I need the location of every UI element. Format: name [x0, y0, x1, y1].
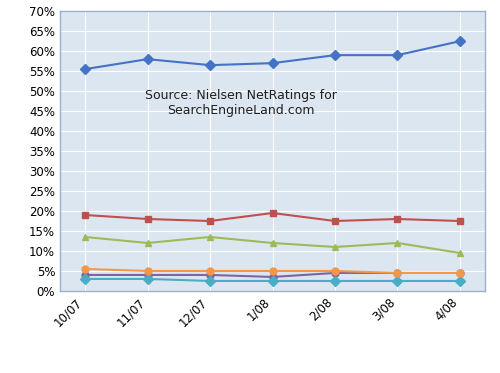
- Microsoft: [144, 241, 150, 245]
- Others: [332, 269, 338, 273]
- Line: Ask: Ask: [82, 276, 464, 285]
- Microsoft: [207, 235, 213, 239]
- Line: Others: Others: [82, 266, 464, 276]
- Line: AOL: AOL: [82, 269, 464, 280]
- Ask: [270, 279, 276, 283]
- Yahoo: [82, 213, 88, 217]
- Google: [332, 53, 338, 57]
- Yahoo: [332, 219, 338, 223]
- Yahoo: [144, 217, 150, 221]
- Text: Source: Nielsen NetRatings for
SearchEngineLand.com: Source: Nielsen NetRatings for SearchEng…: [146, 89, 337, 117]
- Others: [394, 271, 400, 275]
- Ask: [207, 279, 213, 283]
- Ask: [332, 279, 338, 283]
- AOL: [82, 273, 88, 277]
- Google: [270, 61, 276, 65]
- Google: [394, 53, 400, 57]
- Ask: [144, 277, 150, 281]
- Yahoo: [207, 219, 213, 223]
- Google: [457, 39, 463, 43]
- Others: [144, 269, 150, 273]
- AOL: [144, 273, 150, 277]
- Ask: [394, 279, 400, 283]
- Ask: [82, 277, 88, 281]
- Line: Yahoo: Yahoo: [82, 210, 464, 225]
- AOL: [207, 273, 213, 277]
- Microsoft: [332, 245, 338, 249]
- Google: [144, 57, 150, 62]
- Microsoft: [457, 251, 463, 255]
- Ask: [457, 279, 463, 283]
- AOL: [270, 275, 276, 279]
- Yahoo: [457, 219, 463, 223]
- Others: [270, 269, 276, 273]
- AOL: [332, 271, 338, 275]
- Line: Google: Google: [82, 38, 464, 73]
- Others: [207, 269, 213, 273]
- Microsoft: [270, 241, 276, 245]
- Google: [82, 67, 88, 71]
- Microsoft: [82, 235, 88, 239]
- Yahoo: [270, 211, 276, 215]
- Microsoft: [394, 241, 400, 245]
- Others: [82, 267, 88, 271]
- Yahoo: [394, 217, 400, 221]
- AOL: [394, 271, 400, 275]
- Others: [457, 271, 463, 275]
- Line: Microsoft: Microsoft: [82, 233, 464, 257]
- AOL: [457, 271, 463, 275]
- Google: [207, 63, 213, 68]
